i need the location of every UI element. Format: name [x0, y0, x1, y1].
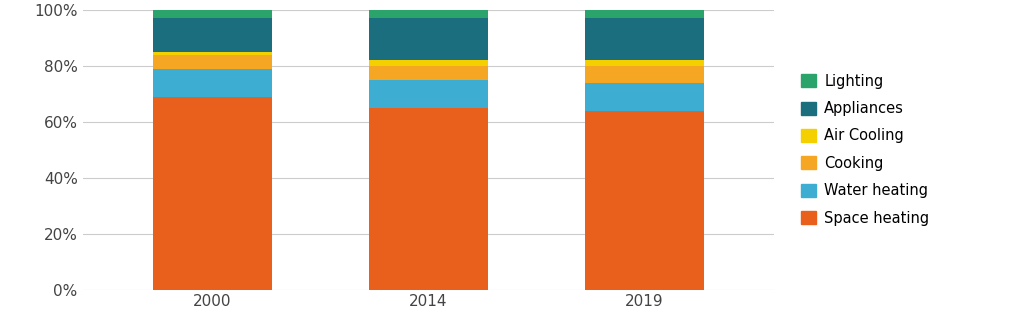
Bar — [585, 10, 704, 18]
Bar — [153, 55, 271, 69]
Bar — [368, 80, 488, 108]
Bar — [585, 83, 704, 111]
Bar — [585, 111, 704, 290]
Bar — [153, 10, 271, 18]
Bar — [368, 108, 488, 290]
Bar — [153, 18, 271, 52]
Legend: Lighting, Appliances, Air Cooling, Cooking, Water heating, Space heating: Lighting, Appliances, Air Cooling, Cooki… — [795, 68, 935, 232]
Bar — [585, 18, 704, 60]
Bar — [368, 10, 488, 18]
Bar — [368, 60, 488, 66]
Bar — [153, 97, 271, 290]
Bar — [368, 18, 488, 60]
Bar — [153, 69, 271, 97]
Bar — [368, 66, 488, 80]
Bar — [585, 66, 704, 83]
Bar — [585, 60, 704, 66]
Bar — [153, 52, 271, 55]
